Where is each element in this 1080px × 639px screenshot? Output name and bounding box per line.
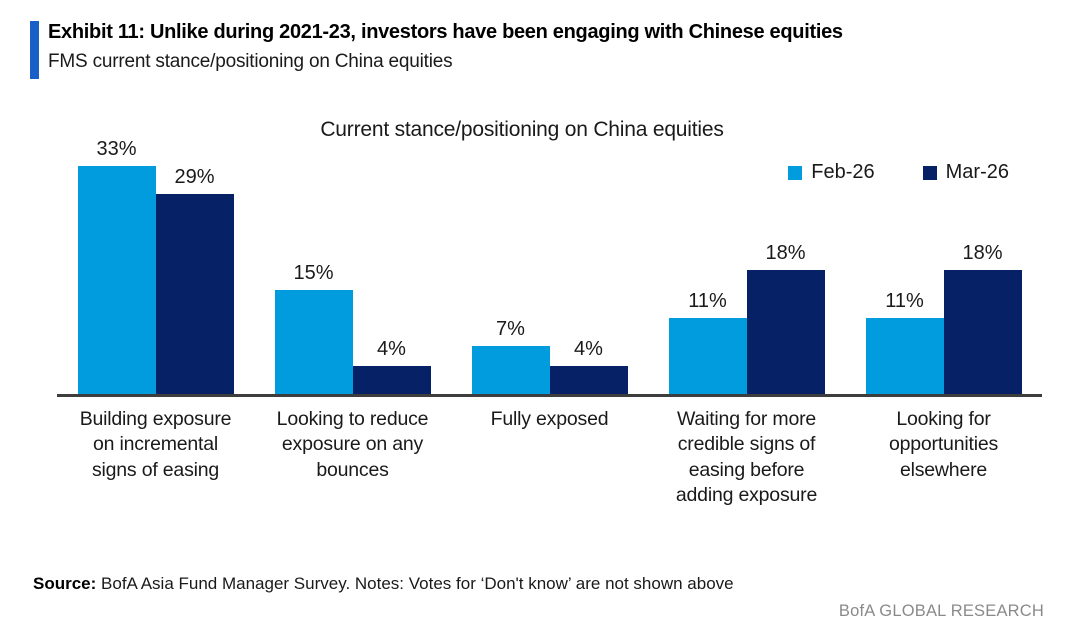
bar-feb-26 (77, 166, 156, 394)
legend-label-mar: Mar-26 (945, 161, 1009, 183)
bar-value-label: 18% (765, 242, 806, 264)
bar-group: 15% 4% (254, 262, 451, 394)
bar-group: 7% 4% (451, 318, 648, 394)
bofa-global-research-brand: BofA GLOBAL RESEARCH (838, 602, 1044, 620)
exhibit-title: Exhibit 11: Unlike during 2021-23, inves… (48, 21, 843, 43)
category-label: Waiting for more credible signs of easin… (675, 408, 818, 507)
category-labels: Building exposure on incremental signs o… (57, 407, 1042, 508)
bar-feb-26 (668, 318, 747, 394)
bar-column-mar-26: 18% (943, 242, 1022, 394)
source-note: Source: BofA Asia Fund Manager Survey. N… (33, 574, 734, 594)
bar-value-label: 29% (174, 166, 215, 188)
chart-title: Current stance/positioning on China equi… (320, 118, 724, 141)
bar-feb-26 (471, 346, 550, 394)
legend-swatch-feb (788, 165, 803, 180)
exhibit-accent-bar (30, 21, 39, 79)
bar-group: 33% 29% (57, 138, 254, 394)
bar-mar-26 (943, 270, 1022, 394)
bar-feb-26 (274, 290, 353, 394)
bar-column-feb-26: 11% (865, 290, 944, 394)
chart-legend: Feb-26 Mar-26 (57, 161, 1009, 184)
bar-column-feb-26: 33% (77, 138, 156, 394)
bar-value-label: 33% (96, 138, 137, 160)
bar-mar-26 (549, 366, 628, 394)
x-axis-line (57, 394, 1042, 397)
bar-feb-26 (865, 318, 944, 394)
bar-group: 11% 18% (648, 242, 845, 394)
category-label: Looking for opportunities elsewhere (888, 408, 999, 481)
bar-column-feb-26: 15% (274, 262, 353, 394)
bar-column-mar-26: 29% (155, 166, 234, 394)
bar-column-feb-26: 7% (471, 318, 550, 394)
legend-item-feb: Feb-26 (788, 161, 875, 184)
category-label: Looking to reduce exposure on any bounce… (276, 408, 429, 481)
bar-value-label: 18% (962, 242, 1003, 264)
bar-value-label: 4% (574, 338, 603, 360)
legend-label-feb: Feb-26 (811, 161, 875, 183)
legend-swatch-mar (922, 165, 937, 180)
bar-value-label: 15% (293, 262, 334, 284)
bar-value-label: 4% (377, 338, 406, 360)
bar-value-label: 11% (688, 290, 727, 312)
bar-mar-26 (746, 270, 825, 394)
bar-mar-26 (352, 366, 431, 394)
category-label: Building exposure on incremental signs o… (79, 408, 232, 481)
source-label: Source: (33, 574, 97, 593)
bar-column-mar-26: 4% (352, 338, 431, 394)
bar-column-feb-26: 11% (668, 290, 747, 394)
bar-mar-26 (155, 194, 234, 394)
legend-item-mar: Mar-26 (922, 161, 1009, 184)
bar-column-mar-26: 4% (549, 338, 628, 394)
exhibit-subtitle: FMS current stance/positioning on China … (48, 51, 453, 72)
category-label: Fully exposed (490, 408, 609, 430)
bar-column-mar-26: 18% (746, 242, 825, 394)
bar-group: 11% 18% (845, 242, 1042, 394)
bar-value-label: 11% (885, 290, 924, 312)
plot-area: 33% 29% 15% 4% 7% 4% 11% 18% 11% 18% (57, 136, 1042, 394)
source-text: BofA Asia Fund Manager Survey. Notes: Vo… (96, 574, 734, 593)
bar-value-label: 7% (496, 318, 525, 340)
